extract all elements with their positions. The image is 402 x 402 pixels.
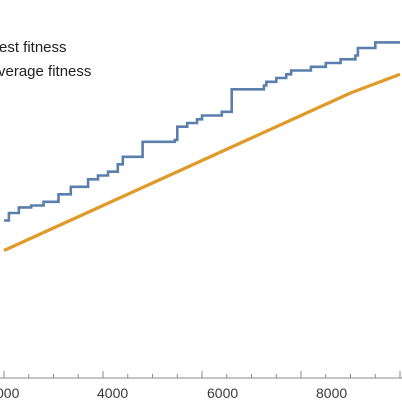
series-line-best-fitness bbox=[4, 41, 400, 222]
x-tick-label-2000: 000 bbox=[0, 385, 20, 401]
x-tick-labels: 000 4000 6000 8000 bbox=[0, 385, 347, 401]
x-tick-label-8000: 8000 bbox=[316, 385, 347, 401]
major-ticks bbox=[3, 371, 401, 378]
minor-ticks bbox=[28, 374, 376, 378]
x-tick-label-4000: 4000 bbox=[97, 385, 128, 401]
series-layer bbox=[3, 41, 401, 252]
legend: est fitness verage fitness bbox=[0, 39, 91, 80]
x-tick-label-6000: 6000 bbox=[207, 385, 238, 401]
legend-best-fitness: est fitness bbox=[0, 39, 67, 56]
series-line-average-fitness bbox=[3, 72, 401, 252]
legend-average-fitness: verage fitness bbox=[0, 63, 91, 80]
